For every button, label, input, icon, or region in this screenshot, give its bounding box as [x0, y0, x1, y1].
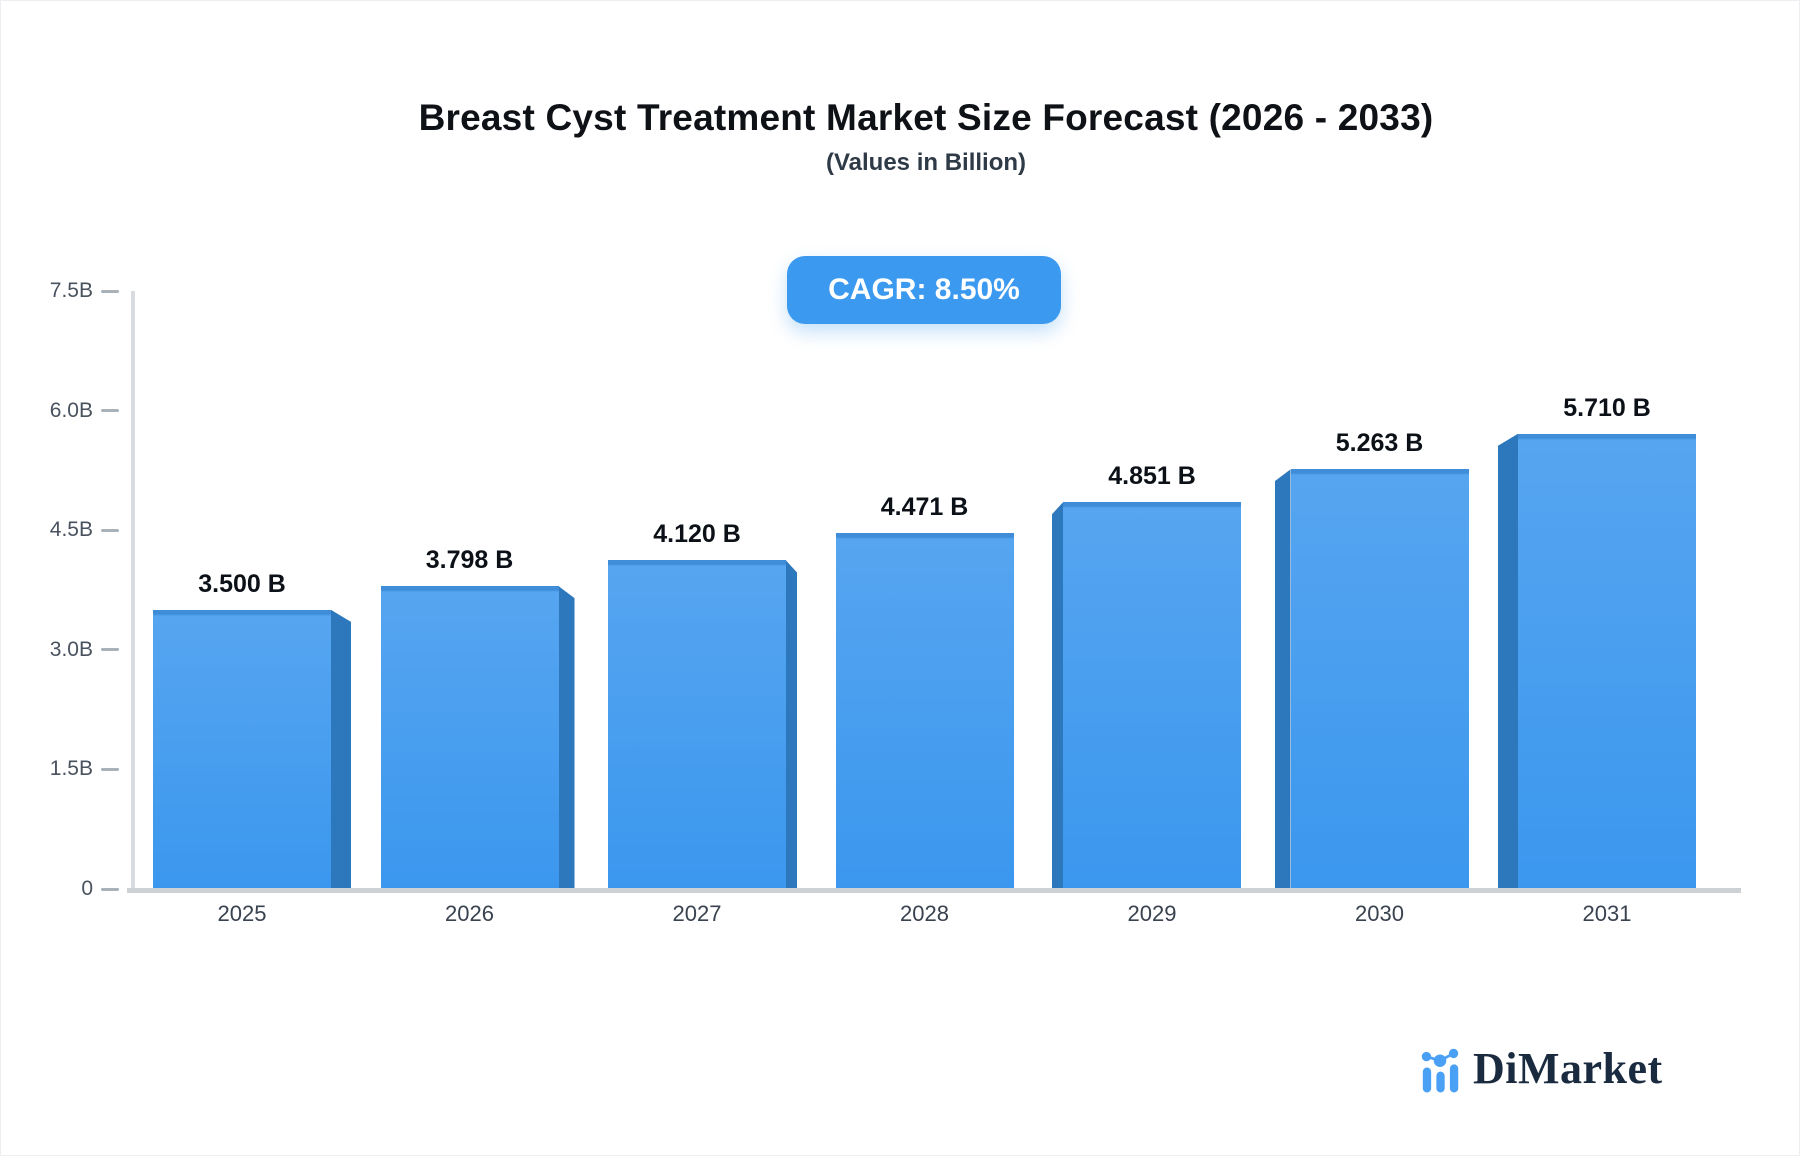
x-axis-baseline	[127, 888, 1741, 893]
bar-2029[interactable]	[1063, 502, 1241, 889]
bar-2025[interactable]	[153, 609, 331, 889]
bar-2031[interactable]	[1518, 433, 1696, 889]
bar-2030[interactable]	[1290, 469, 1469, 889]
chart-subtitle: (Values in Billion)	[825, 149, 1027, 176]
bar-chart-logo-icon	[1421, 1048, 1459, 1093]
y-axis-line	[131, 291, 135, 889]
x-axis-label-2029: 2029	[1127, 901, 1177, 926]
bar-2028[interactable]	[835, 532, 1014, 889]
bar-value-label: 4.851 B	[1108, 462, 1196, 491]
bar-side-face-2027	[786, 560, 797, 889]
y-tick-mark	[101, 887, 119, 891]
brand-logo: DiMarket	[1415, 1043, 1663, 1093]
y-tick-mark	[101, 528, 119, 532]
bar-value-label: 4.471 B	[880, 492, 969, 521]
bar-side-face-2031	[1498, 433, 1518, 889]
cagr-badge-label: CAGR: 8.50%	[828, 273, 1020, 306]
bar-value-label: 5.710 B	[1563, 393, 1651, 422]
y-tick-mark	[101, 409, 119, 413]
bar-2027[interactable]	[608, 560, 786, 889]
brand-name: DiMarket	[1473, 1044, 1663, 1093]
x-axis-label-2027: 2027	[672, 901, 722, 926]
bar-side-face-2030	[1274, 469, 1291, 889]
bar-side-face-2025	[331, 609, 351, 889]
bar-side-face-2029	[1052, 502, 1063, 889]
y-tick-label: 3.0B	[49, 637, 93, 661]
x-axis-label-2026: 2026	[445, 901, 494, 926]
chart-title: Breast Cyst Treatment Market Size Foreca…	[418, 97, 1434, 138]
bar-value-label: 3.798 B	[425, 546, 514, 575]
bar-value-label: 5.263 B	[1335, 429, 1424, 458]
x-axis-label-2031: 2031	[1582, 901, 1632, 926]
y-tick-mark	[101, 648, 119, 652]
y-tick-mark	[101, 289, 119, 293]
y-tick-label: 1.5B	[49, 757, 93, 781]
x-axis-label-2028: 2028	[900, 901, 949, 926]
y-tick-label: 0	[81, 877, 93, 900]
y-tick-label: 6.0B	[49, 398, 93, 422]
bar-value-label: 3.500 B	[198, 569, 286, 598]
y-tick-label: 7.5B	[49, 279, 93, 302]
y-tick-label: 4.5B	[49, 518, 93, 542]
cagr-badge: CAGR: 8.50%	[787, 256, 1061, 324]
bar-2026[interactable]	[380, 586, 559, 889]
bar-value-label: 4.120 B	[653, 520, 741, 549]
bar-side-face-2026	[558, 586, 575, 889]
x-axis-label-2030: 2030	[1355, 901, 1404, 926]
x-axis-label-2025: 2025	[217, 901, 267, 926]
y-tick-mark	[101, 767, 119, 771]
